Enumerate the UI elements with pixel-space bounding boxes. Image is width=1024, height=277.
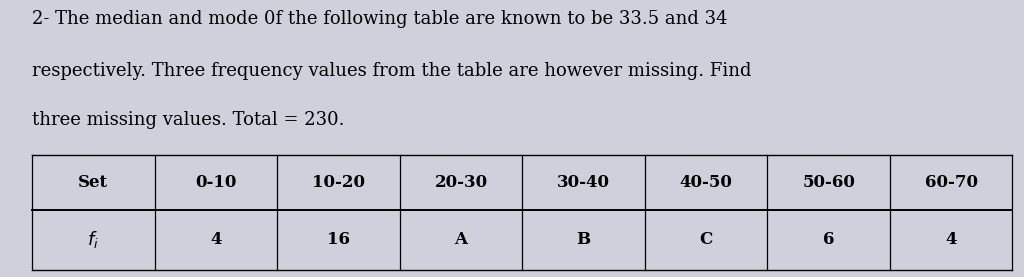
- Text: B: B: [577, 232, 591, 248]
- Text: three missing values. Total = 230.: three missing values. Total = 230.: [32, 111, 344, 129]
- Text: C: C: [699, 232, 713, 248]
- Text: 50-60: 50-60: [802, 174, 855, 191]
- Text: 60-70: 60-70: [925, 174, 978, 191]
- Text: 10-20: 10-20: [312, 174, 365, 191]
- Text: 16: 16: [327, 232, 350, 248]
- Text: respectively. Three frequency values from the table are however missing. Find: respectively. Three frequency values fro…: [32, 62, 752, 80]
- Text: 30-40: 30-40: [557, 174, 610, 191]
- Text: $f_i$: $f_i$: [87, 229, 99, 250]
- Text: 40-50: 40-50: [680, 174, 732, 191]
- Text: 6: 6: [823, 232, 835, 248]
- Text: A: A: [455, 232, 467, 248]
- Text: 0-10: 0-10: [196, 174, 237, 191]
- Text: 2- The median and mode 0f the following table are known to be 33.5 and 34: 2- The median and mode 0f the following …: [32, 10, 727, 28]
- Text: 4: 4: [210, 232, 221, 248]
- Text: Set: Set: [78, 174, 109, 191]
- Text: 4: 4: [945, 232, 956, 248]
- Text: 20-30: 20-30: [434, 174, 487, 191]
